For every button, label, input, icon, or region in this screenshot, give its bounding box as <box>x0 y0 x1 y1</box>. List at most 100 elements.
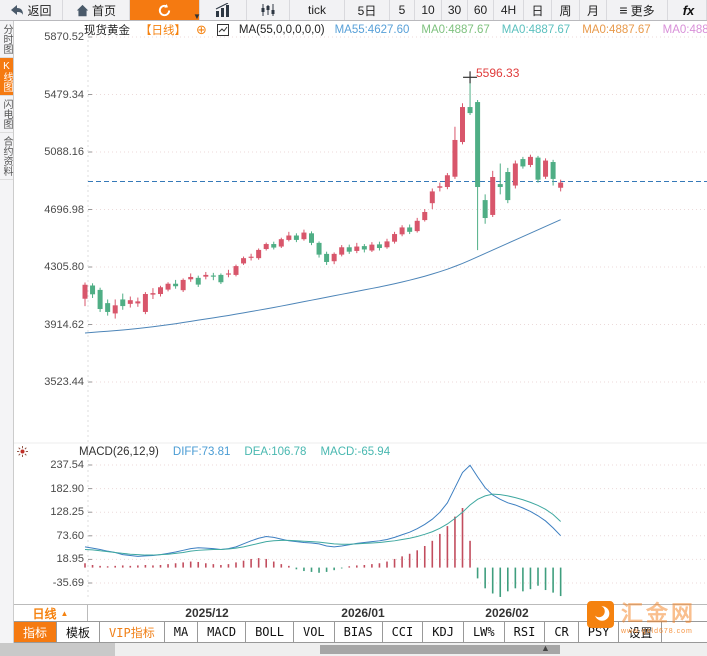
toolbar-item-label: tick <box>308 3 326 17</box>
toolbar-range-60[interactable]: 60 <box>468 0 494 20</box>
tab-RSI[interactable]: RSI <box>505 622 546 642</box>
macd-y-tick-label: 73.60 <box>56 529 84 542</box>
toolbar-range-5d[interactable]: 5日 <box>345 0 390 20</box>
chart-header: 现货黄金 【日线】 ⊕ MA(55,0,0,0,0,0) MA55:4627.6… <box>84 22 707 37</box>
home-icon <box>76 4 89 17</box>
brand-watermark: 汇金网 www.gold678.com <box>587 601 696 635</box>
ma-value-2: MA0:4887.67 <box>501 23 571 36</box>
brand-url: www.gold678.com <box>621 628 693 635</box>
ma-values: MA55:4627.60 MA0:4887.67 MA0:4887.67 MA0:48… <box>335 24 707 36</box>
main-y-tick-label: 5479.34 <box>44 88 84 101</box>
plus-circle-icon[interactable]: ⊕ <box>196 22 207 37</box>
ma-value-0: MA55:4627.60 <box>334 23 410 36</box>
scrollbar-thumb[interactable] <box>320 645 560 654</box>
period-selector-label: 日线 <box>32 606 57 621</box>
main-y-tick-label: 5870.52 <box>44 31 84 43</box>
tab-BIAS[interactable]: BIAS <box>335 622 383 642</box>
tab-LW%[interactable]: LW% <box>464 622 505 642</box>
bar-chart-icon <box>215 3 231 17</box>
candle-chart-icon[interactable] <box>216 23 229 36</box>
tab-CR[interactable]: CR <box>545 622 579 642</box>
main-y-tick-label: 3914.62 <box>44 318 84 331</box>
tab-BOLL[interactable]: BOLL <box>246 622 294 642</box>
xaxis-date-label: 2026/02 <box>485 606 529 620</box>
toolbar-more[interactable]: ≡ 更多 <box>607 0 668 20</box>
toolbar-back[interactable]: 返回 <box>0 0 63 20</box>
scrollbar-corner <box>0 643 115 656</box>
dropdown-caret-icon: ▼ <box>193 12 201 21</box>
menu-icon: ≡ <box>619 2 628 18</box>
period-selector[interactable]: 日线 ▲ <box>14 605 88 621</box>
sidebar-item-lightning-chart[interactable]: 闪电图 <box>0 96 13 133</box>
toolbar-tick[interactable]: tick <box>290 0 345 20</box>
main-y-tick-label: 5088.16 <box>44 146 84 158</box>
ma-value-3: MA0:4887.67 <box>582 23 651 36</box>
tab-MACD[interactable]: MACD <box>198 622 247 642</box>
top-toolbar: 返回 首页 tick 5日 5 10 30 60 4H 日周月 ≡ 更多 fx <box>0 0 707 21</box>
high-price-annotation: 5596.33 <box>476 66 520 80</box>
tab-设置[interactable]: 设置 <box>619 622 663 642</box>
sidebar-item-contract-info[interactable]: 合约资料 <box>0 133 13 180</box>
tab-MA[interactable]: MA <box>165 622 199 642</box>
tab-模板[interactable]: 模板 <box>57 622 101 642</box>
sidebar-item-kline-chart[interactable]: K线图 <box>0 58 13 96</box>
brand-name: 汇金网 <box>621 601 697 626</box>
toolbar-item-label: 首页 <box>91 3 116 18</box>
symbol-name: 现货黄金 <box>84 24 130 37</box>
toolbar-range-4h[interactable]: 4H <box>494 0 524 20</box>
main-y-tick-label: 3523.44 <box>44 376 84 388</box>
xaxis-row: 日线 ▲ 2025/12 2026/01 2026/02 <box>0 604 707 621</box>
toolbar-range-10[interactable]: 10 <box>415 0 442 20</box>
triangle-up-icon: ▲ <box>60 608 69 618</box>
toolbar-item-label: 日 <box>531 3 544 18</box>
macd-y-tick-label: 182.90 <box>50 482 84 495</box>
xaxis-date-label: 2026/01 <box>341 606 385 620</box>
toolbar-item-label: 返回 <box>27 3 52 18</box>
tab-VIP指标[interactable]: VIP指标 <box>100 622 165 642</box>
tab-KDJ[interactable]: KDJ <box>423 622 464 642</box>
toolbar-kline-style[interactable] <box>247 0 290 20</box>
toolbar-fx[interactable]: fx <box>668 0 707 20</box>
horizontal-scrollbar[interactable]: ▲ <box>0 643 707 656</box>
macd-y-tick-label: -35.69 <box>52 577 84 589</box>
brightness-icon[interactable] <box>17 444 28 462</box>
macd-diff-value: DIFF:73.81 <box>172 446 231 458</box>
ma-formula: MA(55,0,0,0,0,0) <box>238 23 325 36</box>
toolbar-range-30[interactable]: 30 <box>442 0 468 20</box>
toolbar-item-label: 更多 <box>630 3 655 18</box>
macd-header: MACD(26,12,9) DIFF:73.81 DEA:106.78 MACD… <box>79 446 390 458</box>
macd-y-tick-label: 18.95 <box>56 553 84 566</box>
main-y-tick-label: 4696.98 <box>44 203 84 216</box>
toolbar-item-label: 60 <box>473 3 488 17</box>
toolbar-range-5[interactable]: 5 <box>390 0 415 20</box>
macd-formula: MACD(26,12,9) <box>79 446 159 458</box>
toolbar-range-day[interactable]: 日 <box>524 0 552 20</box>
toolbar-item-label: fx <box>682 2 695 18</box>
tab-指标[interactable]: 指标 <box>14 622 58 642</box>
ma-value-1: MA0:4887.67 <box>421 23 490 36</box>
toolbar-range-month[interactable]: 月 <box>580 0 607 20</box>
tab-PSY[interactable]: PSY <box>579 622 620 642</box>
toolbar-refresh[interactable] <box>130 0 200 20</box>
toolbar-item-label: 月 <box>586 3 599 18</box>
period-tag: 【日线】 <box>140 24 186 37</box>
scroll-up-icon[interactable]: ▲ <box>541 643 550 653</box>
toolbar-item-label: 30 <box>447 3 462 17</box>
indicator-tab-bar: 指标 模板 VIP指标 MA MACD BOLL VOL BIAS CCI KDJ LW% RSI CR… <box>14 621 707 643</box>
sidebar-item-time-chart[interactable]: 分时图 <box>0 21 13 58</box>
toolbar-item-label: 5日 <box>357 3 377 18</box>
toolbar-range-week[interactable]: 周 <box>552 0 580 20</box>
macd-y-tick-label: 237.54 <box>50 459 84 471</box>
toolbar-item-label: 4H <box>500 3 517 17</box>
brand-logo-icon <box>587 601 614 633</box>
ma-value-4: MA0:4887.67 <box>662 23 707 36</box>
toolbar-item-label: 周 <box>559 3 572 18</box>
tab-VOL[interactable]: VOL <box>294 622 335 642</box>
toolbar-home[interactable]: 首页 <box>63 0 130 20</box>
macd-macd-value: MACD:-65.94 <box>320 446 391 458</box>
tab-CCI[interactable]: CCI <box>383 622 424 642</box>
toolbar-chart-style[interactable] <box>200 0 247 20</box>
toolbar-item-label: 10 <box>421 3 435 17</box>
